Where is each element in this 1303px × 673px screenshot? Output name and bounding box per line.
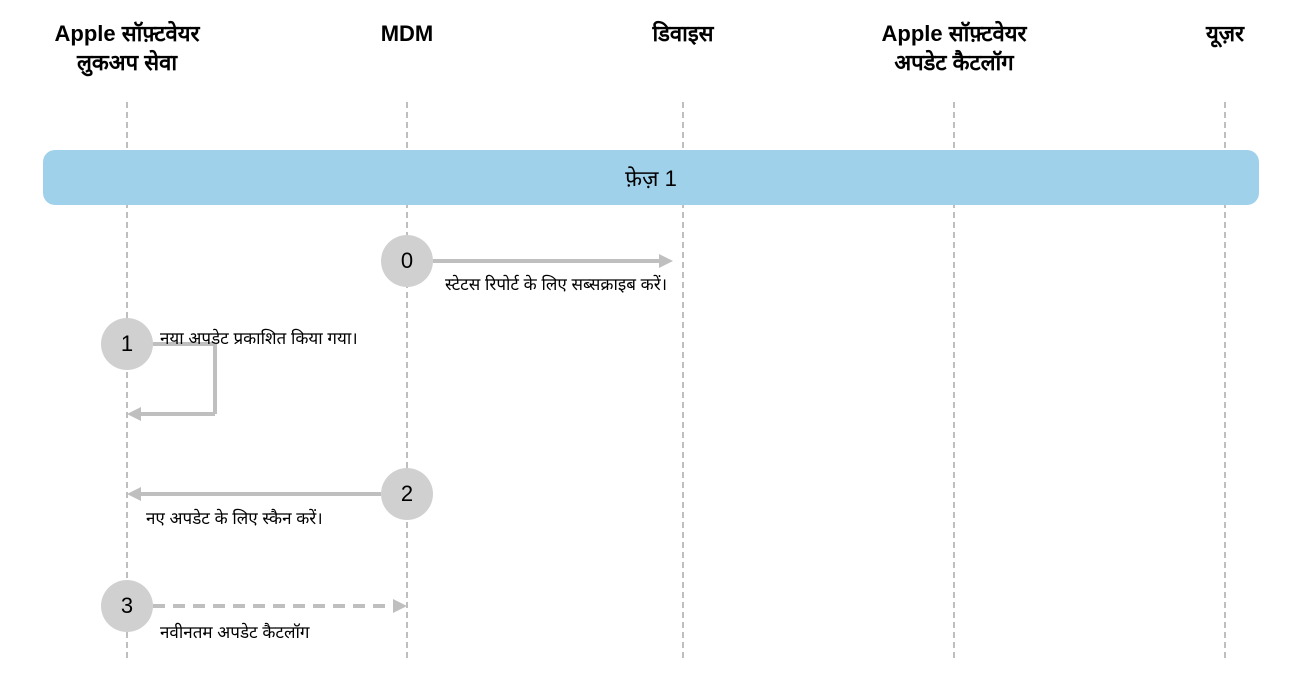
step-label-3: नवीनतम अपडेट कैटलॉग (160, 620, 309, 643)
sequence-diagram: Apple सॉफ़्टवेयर लुकअप सेवा MDM डिवाइस A… (0, 0, 1303, 673)
step-circle-1: 1 (101, 318, 153, 370)
step-label-0: स्टेटस रिपोर्ट के लिए सब्सक्राइब करें। (445, 272, 667, 295)
step-label-2: नए अपडेट के लिए स्कैन करें। (146, 506, 323, 529)
step-label-1: नया अपडेट प्रकाशित किया गया। (160, 326, 358, 349)
step-circle-3: 3 (101, 580, 153, 632)
step-circle-2: 2 (381, 468, 433, 520)
step-circle-0: 0 (381, 235, 433, 287)
